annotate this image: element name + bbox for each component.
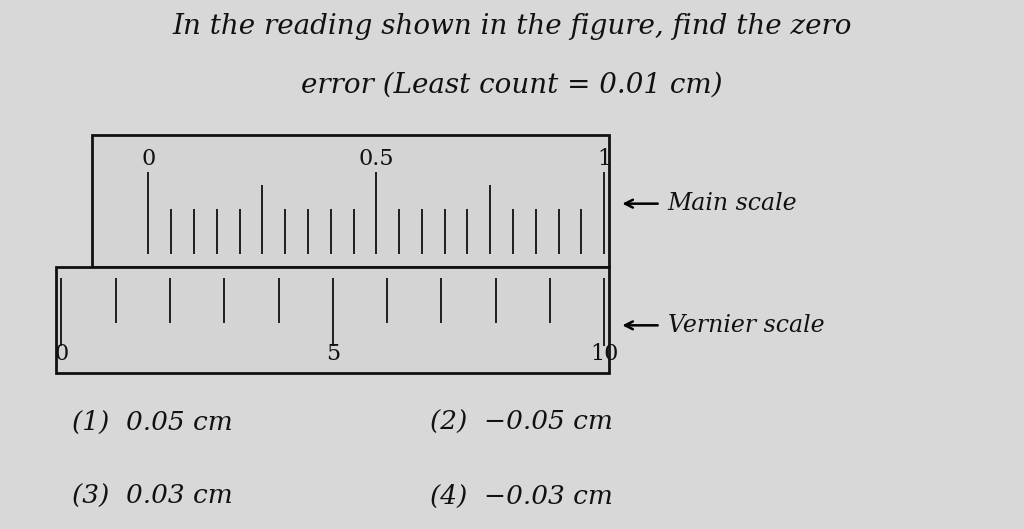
Text: 0: 0 xyxy=(54,343,69,365)
Text: Vernier scale: Vernier scale xyxy=(668,314,824,337)
Text: 0: 0 xyxy=(141,148,156,170)
Bar xyxy=(56,267,609,373)
Text: (4)  −0.03 cm: (4) −0.03 cm xyxy=(430,484,613,509)
Text: 10: 10 xyxy=(590,343,618,365)
Text: In the reading shown in the figure, find the zero: In the reading shown in the figure, find… xyxy=(172,13,852,40)
Text: 5: 5 xyxy=(326,343,340,365)
Text: 0.5: 0.5 xyxy=(358,148,394,170)
Text: (1)  0.05 cm: (1) 0.05 cm xyxy=(72,410,232,435)
Bar xyxy=(92,135,609,267)
Text: Main scale: Main scale xyxy=(668,192,798,215)
Text: (3)  0.03 cm: (3) 0.03 cm xyxy=(72,484,232,509)
Text: error (Least count = 0.01 cm): error (Least count = 0.01 cm) xyxy=(301,71,723,98)
Text: 1: 1 xyxy=(597,148,611,170)
Text: (2)  −0.05 cm: (2) −0.05 cm xyxy=(430,410,613,435)
